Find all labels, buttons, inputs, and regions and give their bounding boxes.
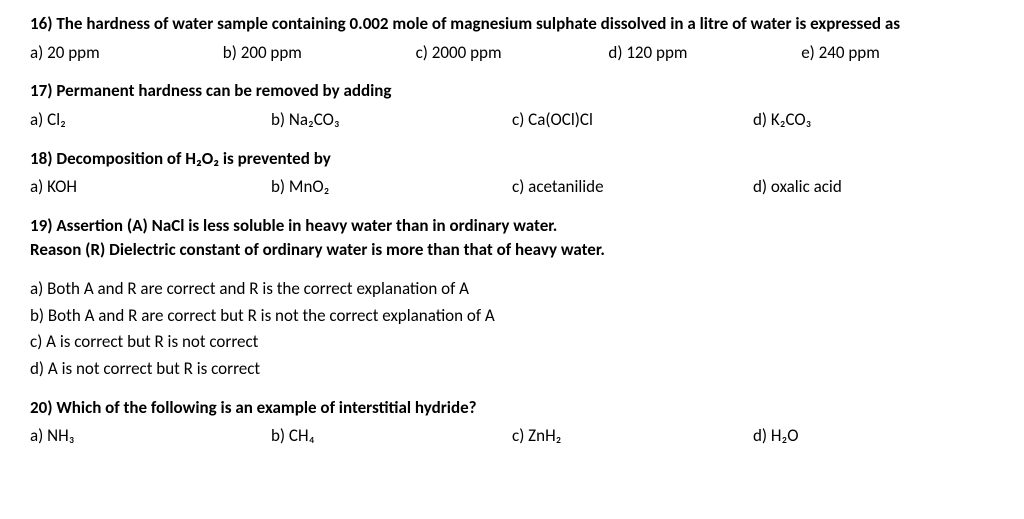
option-17-c: c) Ca(OCl)Cl xyxy=(512,108,753,133)
option-17-d: d) K₂CO₃ xyxy=(753,108,994,133)
option-16-a: a) 20 ppm xyxy=(30,41,223,66)
question-18-options: a) KOH b) MnO₂ c) acetanilide d) oxalic … xyxy=(30,175,994,200)
question-19-options: a) Both A and R are correct and R is the… xyxy=(30,277,994,382)
option-20-b: b) CH₄ xyxy=(271,424,512,449)
option-16-b: b) 200 ppm xyxy=(223,41,416,66)
option-19-a: a) Both A and R are correct and R is the… xyxy=(30,277,994,302)
option-18-a: a) KOH xyxy=(30,175,271,200)
question-16-text: 16) The hardness of water sample contain… xyxy=(30,12,994,37)
option-17-b: b) Na₂CO₃ xyxy=(271,108,512,133)
option-19-c: c) A is correct but R is not correct xyxy=(30,330,994,355)
option-18-d: d) oxalic acid xyxy=(753,175,994,200)
question-16-options: a) 20 ppm b) 200 ppm c) 2000 ppm d) 120 … xyxy=(30,41,994,66)
question-19: 19) Assertion (A) NaCl is less soluble i… xyxy=(30,214,994,382)
question-19-assertion: 19) Assertion (A) NaCl is less soluble i… xyxy=(30,214,994,239)
option-18-b: b) MnO₂ xyxy=(271,175,512,200)
question-17: 17) Permanent hardness can be removed by… xyxy=(30,79,994,132)
question-17-text: 17) Permanent hardness can be removed by… xyxy=(30,79,994,104)
option-20-d: d) H₂O xyxy=(753,424,994,449)
option-19-b: b) Both A and R are correct but R is not… xyxy=(30,304,994,329)
question-17-options: a) Cl₂ b) Na₂CO₃ c) Ca(OCl)Cl d) K₂CO₃ xyxy=(30,108,994,133)
question-18-text: 18) Decomposition of H₂O₂ is prevented b… xyxy=(30,147,994,172)
option-20-a: a) NH₃ xyxy=(30,424,271,449)
question-20: 20) Which of the following is an example… xyxy=(30,396,994,449)
question-19-assertion-block: 19) Assertion (A) NaCl is less soluble i… xyxy=(30,214,994,263)
option-16-e: e) 240 ppm xyxy=(801,41,994,66)
option-16-c: c) 2000 ppm xyxy=(416,41,609,66)
option-17-a: a) Cl₂ xyxy=(30,108,271,133)
question-20-options: a) NH₃ b) CH₄ c) ZnH₂ d) H₂O xyxy=(30,424,994,449)
question-20-text: 20) Which of the following is an example… xyxy=(30,396,994,421)
option-16-d: d) 120 ppm xyxy=(608,41,801,66)
option-19-d: d) A is not correct but R is correct xyxy=(30,357,994,382)
question-19-reason: Reason (R) Dielectric constant of ordina… xyxy=(30,238,994,263)
option-18-c: c) acetanilide xyxy=(512,175,753,200)
question-18: 18) Decomposition of H₂O₂ is prevented b… xyxy=(30,147,994,200)
question-16: 16) The hardness of water sample contain… xyxy=(30,12,994,65)
option-20-c: c) ZnH₂ xyxy=(512,424,753,449)
